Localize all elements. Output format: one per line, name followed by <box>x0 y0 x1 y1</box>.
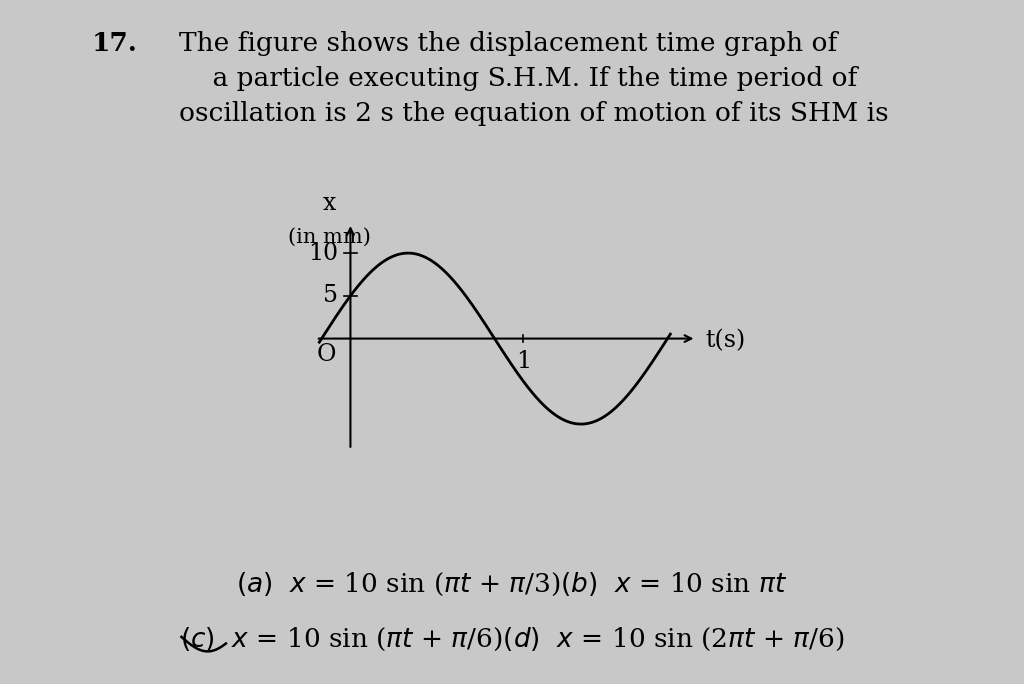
Text: 5: 5 <box>324 285 338 307</box>
Text: $(a)$  $x$ = 10 sin ($\pi t$ + $\pi$/3)$(b)$  $x$ = 10 sin $\pi t$: $(a)$ $x$ = 10 sin ($\pi t$ + $\pi$/3)$(… <box>237 571 787 598</box>
Text: 1: 1 <box>516 350 530 373</box>
Text: O: O <box>317 343 337 366</box>
Text: x: x <box>323 192 336 215</box>
Text: The figure shows the displacement time graph of
    a particle executing S.H.M. : The figure shows the displacement time g… <box>179 31 889 126</box>
Text: t(s): t(s) <box>705 330 745 353</box>
Text: 17.: 17. <box>92 31 138 56</box>
Text: $(c)$  $x$ = 10 sin ($\pi t$ + $\pi$/6)$(d)$  $x$ = 10 sin (2$\pi t$ + $\pi$/6): $(c)$ $x$ = 10 sin ($\pi t$ + $\pi$/6)$(… <box>179 626 845 653</box>
Text: (in mm): (in mm) <box>288 228 371 246</box>
Text: 10: 10 <box>308 241 338 265</box>
